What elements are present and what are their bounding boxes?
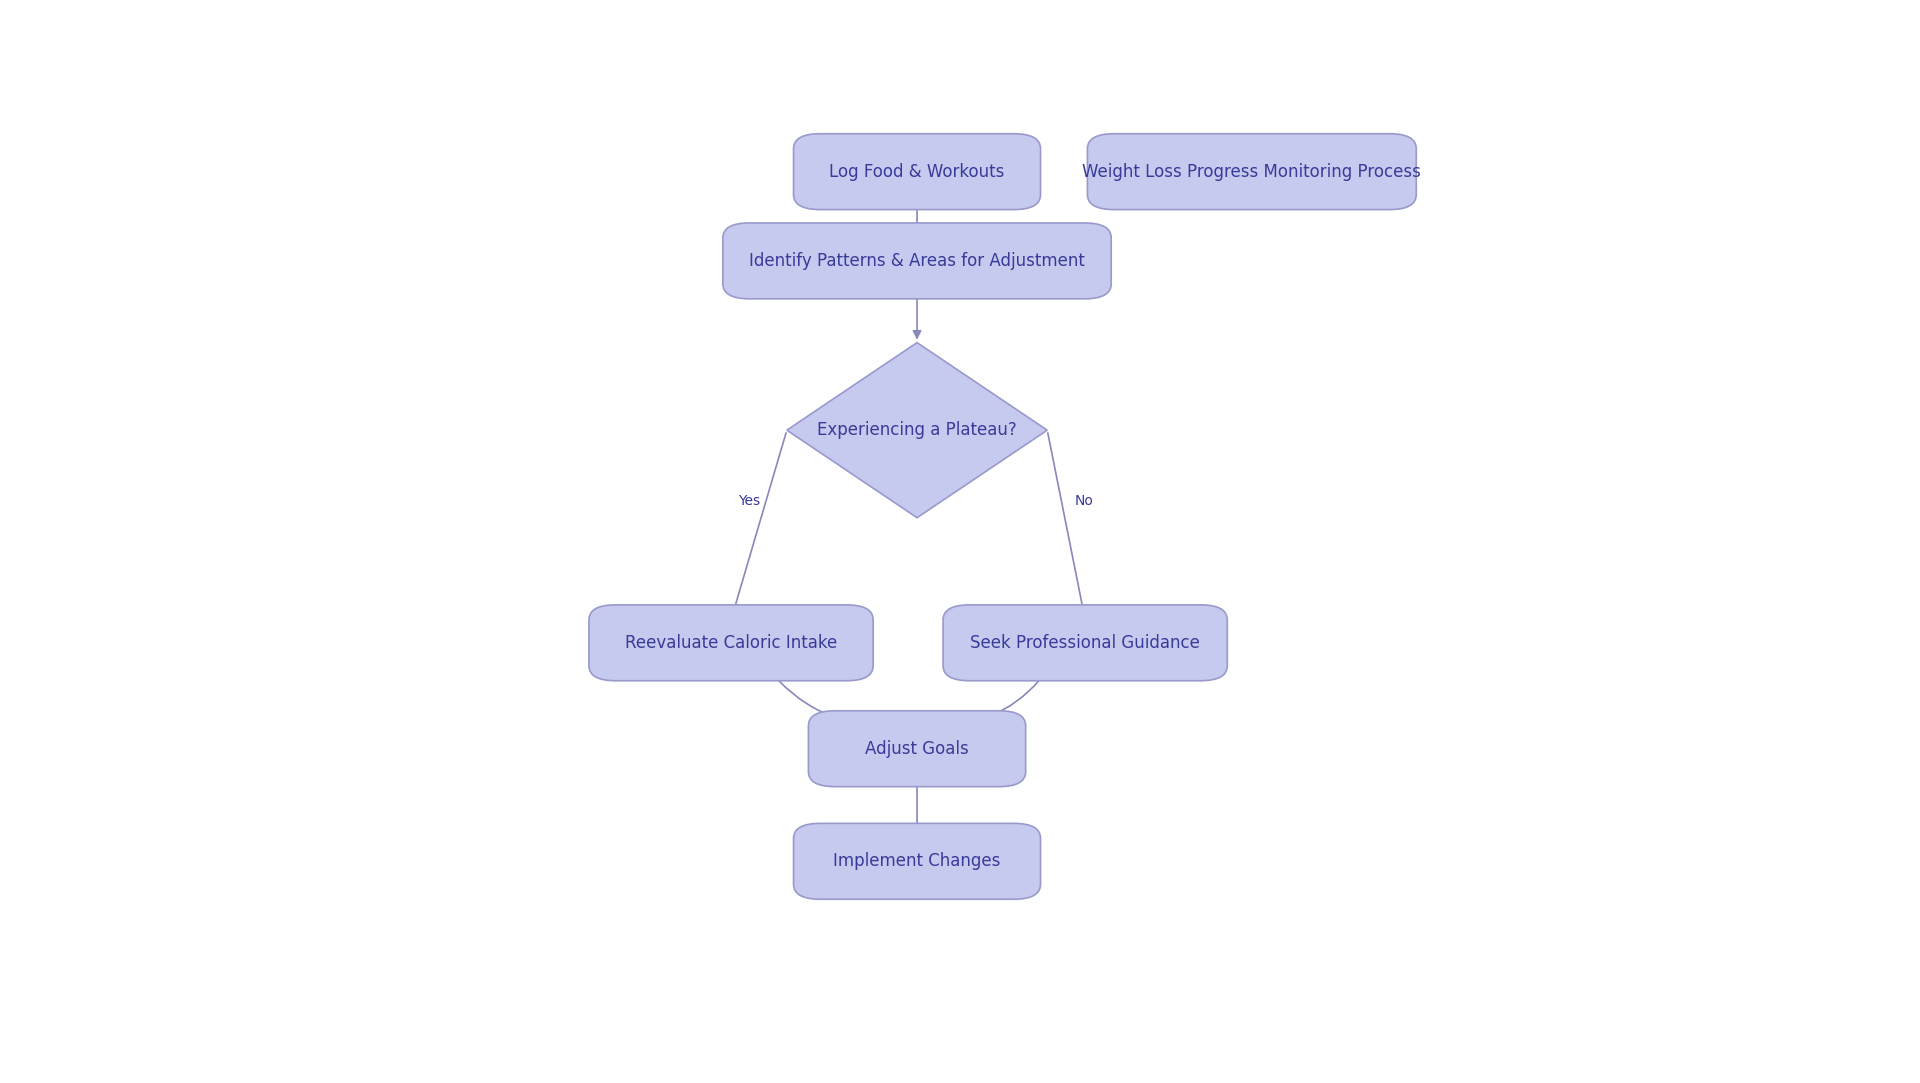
Text: Yes: Yes: [739, 494, 760, 508]
FancyBboxPatch shape: [589, 605, 874, 681]
FancyBboxPatch shape: [1087, 133, 1417, 210]
Text: Implement Changes: Implement Changes: [833, 852, 1000, 871]
Text: Adjust Goals: Adjust Goals: [866, 740, 970, 758]
Text: No: No: [1075, 494, 1094, 508]
FancyBboxPatch shape: [943, 605, 1227, 681]
FancyBboxPatch shape: [793, 823, 1041, 899]
Text: Seek Professional Guidance: Seek Professional Guidance: [970, 634, 1200, 652]
Text: Identify Patterns & Areas for Adjustment: Identify Patterns & Areas for Adjustment: [749, 252, 1085, 270]
FancyBboxPatch shape: [722, 223, 1112, 299]
Polygon shape: [787, 342, 1046, 518]
Text: Reevaluate Caloric Intake: Reevaluate Caloric Intake: [624, 634, 837, 652]
Text: Log Food & Workouts: Log Food & Workouts: [829, 162, 1004, 181]
Text: Weight Loss Progress Monitoring Process: Weight Loss Progress Monitoring Process: [1083, 162, 1421, 181]
FancyBboxPatch shape: [808, 710, 1025, 786]
Text: Experiencing a Plateau?: Experiencing a Plateau?: [818, 421, 1018, 440]
FancyBboxPatch shape: [793, 133, 1041, 210]
